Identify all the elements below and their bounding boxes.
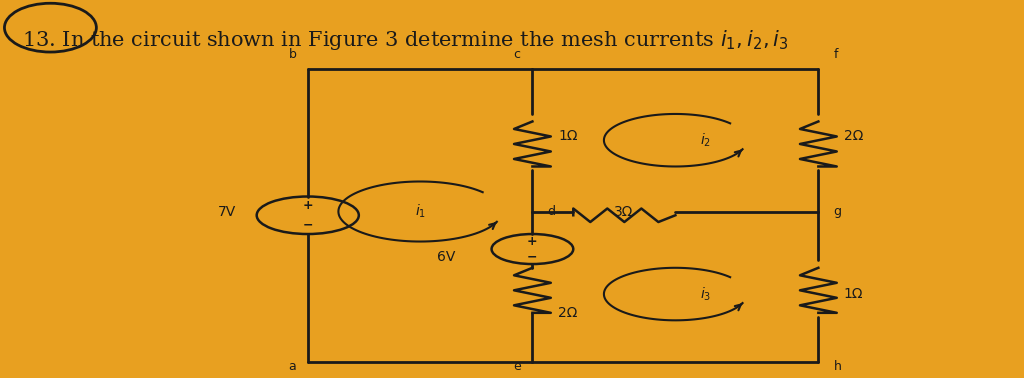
Text: $i_3$: $i_3$ xyxy=(700,285,712,303)
Text: d: d xyxy=(548,205,556,218)
Text: e: e xyxy=(513,360,521,373)
Text: 6V: 6V xyxy=(437,249,456,263)
Text: $i_2$: $i_2$ xyxy=(700,132,712,149)
Text: 2Ω: 2Ω xyxy=(844,130,863,144)
Text: g: g xyxy=(834,205,842,218)
Text: 13. In the circuit shown in Figure 3 determine the mesh currents $i_1, i_2, i_3$: 13. In the circuit shown in Figure 3 det… xyxy=(22,28,788,52)
Text: a: a xyxy=(289,360,296,373)
Text: 1Ω: 1Ω xyxy=(844,287,863,301)
Text: $i_1$: $i_1$ xyxy=(415,203,426,220)
Text: 2Ω: 2Ω xyxy=(558,306,578,320)
Text: −: − xyxy=(527,250,538,263)
Text: c: c xyxy=(514,48,520,61)
Text: 1Ω: 1Ω xyxy=(558,130,578,144)
Text: f: f xyxy=(834,48,839,61)
Text: b: b xyxy=(289,48,296,61)
Text: 7V: 7V xyxy=(218,204,237,218)
Text: −: − xyxy=(302,218,313,231)
Text: h: h xyxy=(834,360,842,373)
Text: +: + xyxy=(527,235,538,248)
Text: +: + xyxy=(302,199,313,212)
Text: 3Ω: 3Ω xyxy=(614,204,634,218)
